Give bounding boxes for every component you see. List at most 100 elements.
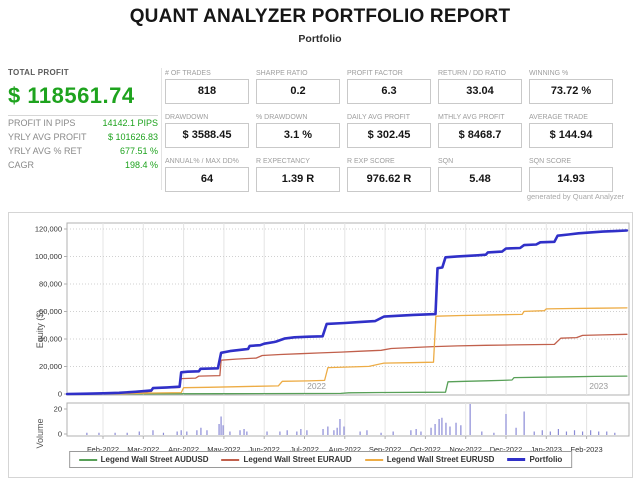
- volume-bar: [206, 430, 208, 435]
- volume-bar: [336, 427, 338, 435]
- volume-bar: [614, 432, 616, 435]
- stat-cell-annual-max-dd: ANNUAL% / MAX DD% 64: [165, 158, 249, 192]
- volume-bar: [438, 419, 440, 435]
- volume-bar: [380, 432, 382, 435]
- stat-value-box: $ 144.94: [529, 123, 613, 148]
- year-annotation: 2023: [589, 381, 608, 391]
- volume-bar: [180, 430, 182, 435]
- x-axis-label: May-2022: [207, 445, 240, 454]
- stat-label: RETURN / DD RATIO: [438, 70, 506, 77]
- stat-value-box: 3.1 %: [256, 123, 340, 148]
- legend-label: Portfolio: [529, 455, 563, 464]
- page-subtitle: Portfolio: [298, 33, 342, 45]
- stat-label: # OF TRADES: [165, 70, 211, 77]
- volume-bar: [366, 430, 368, 435]
- volume-bar: [196, 430, 198, 435]
- stat-label: ANNUAL% / MAX DD%: [165, 158, 239, 165]
- volume-bar: [533, 431, 535, 435]
- stat-value-box: 818: [165, 79, 249, 104]
- x-axis-label: Oct-2022: [410, 445, 441, 454]
- volume-bar: [460, 425, 462, 435]
- stat-label: SQN: [438, 158, 454, 165]
- volume-bar: [176, 431, 178, 435]
- y-axis-label: 60,000: [39, 307, 62, 316]
- volume-bar: [114, 432, 116, 435]
- volume-bar: [549, 431, 551, 435]
- legend-line-swatch: [364, 458, 383, 461]
- stat-cell-of-trades: # OF TRADES 818: [165, 70, 249, 104]
- chart-legend: Legend Wall Street AUDUSD Legend Wall Str…: [68, 451, 573, 468]
- stat-label: SHARPE RATIO: [256, 70, 308, 77]
- stat-label: AVERAGE TRADE: [529, 114, 588, 121]
- summary-row-yrly-avg-ret: YRLY AVG % RET 677.51 %: [8, 144, 158, 158]
- volume-bar: [410, 430, 412, 435]
- volume-bar: [481, 431, 483, 435]
- x-axis-label: Feb-2023: [571, 445, 603, 454]
- stat-cell-return-dd-ratio: RETURN / DD RATIO 33.04: [438, 70, 522, 104]
- volume-bar: [573, 430, 576, 435]
- stat-value-box: 14.93: [529, 167, 613, 192]
- volume-bar: [392, 431, 394, 435]
- stat-cell-mthly-avg-profit: MTHLY AVG PROFIT $ 8468.7: [438, 114, 522, 148]
- total-profit-label: TOTAL PROFIT: [8, 68, 69, 77]
- summary-row-cagr: CAGR 198.4 %: [8, 158, 158, 172]
- y-axis-label: 40,000: [39, 335, 62, 344]
- volume-bar: [220, 416, 222, 435]
- stat-cell-drawdown: % DRAWDOWN 3.1 %: [256, 114, 340, 148]
- volume-bar: [343, 426, 345, 435]
- volume-bar: [565, 431, 568, 435]
- summary-row-value: $ 101626.83: [107, 132, 158, 142]
- x-axis-label: Jun-2022: [249, 445, 280, 454]
- summary-row-yrly-avg-profit: YRLY AVG PROFIT $ 101626.83: [8, 130, 158, 144]
- volume-bar: [229, 431, 231, 435]
- volume-bar: [557, 429, 559, 435]
- volume-bar: [359, 431, 361, 435]
- total-profit-panel: TOTAL PROFIT $ 118561.74 PROFIT IN PIPS 1…: [8, 68, 158, 172]
- summary-rows: PROFIT IN PIPS 14142.1 PIPS YRLY AVG PROFI…: [8, 116, 158, 172]
- summary-row-profit-in-pips: PROFIT IN PIPS 14142.1 PIPS: [8, 116, 158, 130]
- volume-bar: [162, 432, 165, 435]
- volume-bar: [598, 431, 600, 435]
- summary-row-label: YRLY AVG PROFIT: [8, 132, 87, 142]
- volume-bar: [239, 430, 241, 435]
- volume-bar: [415, 429, 417, 435]
- volume-bar: [581, 431, 584, 435]
- volume-bar: [455, 422, 457, 435]
- stat-label: MTHLY AVG PROFIT: [438, 114, 505, 121]
- summary-row-value: 198.4 %: [124, 160, 158, 170]
- legend-label: Legend Wall Street EURUSD: [386, 455, 495, 464]
- stat-value-box: 6.3: [347, 79, 431, 104]
- volume-bar: [218, 424, 220, 435]
- volume-bar: [515, 427, 517, 435]
- stat-cell-sqn-score: SQN SCORE 14.93: [529, 158, 613, 192]
- page-title: QUANT ANALYZER PORTFOLIO REPORT: [129, 6, 511, 27]
- volume-bar: [339, 419, 341, 435]
- stat-value-box: $ 3588.45: [165, 123, 249, 148]
- x-axis-label: Jan-2023: [531, 445, 562, 454]
- volume-bar: [138, 431, 140, 435]
- series-line-legend-wall-street-eurusd: [66, 307, 628, 395]
- stat-value-box: 33.04: [438, 79, 522, 104]
- volume-bar: [186, 431, 188, 435]
- legend-item-portfolio: Portfolio: [507, 455, 562, 464]
- summary-row-value: 14142.1 PIPS: [102, 118, 158, 128]
- stat-value-box: 73.72 %: [529, 79, 613, 104]
- stat-cell-sharpe-ratio: SHARPE RATIO 0.2: [256, 70, 340, 104]
- volume-bar: [327, 426, 329, 435]
- stat-label: % DRAWDOWN: [256, 114, 308, 121]
- volume-bar: [445, 422, 447, 435]
- volume-bar: [493, 432, 495, 435]
- volume-bar: [469, 404, 471, 435]
- equity-chart-panel: Feb-2022 Mar-2022 Apr-2022 May-2022 Jun-2022…: [8, 212, 633, 478]
- stat-value-box: 0.2: [256, 79, 340, 104]
- stat-label: DAILY AVG PROFIT: [347, 114, 411, 121]
- stat-label: R EXPECTANCY: [256, 158, 310, 165]
- stat-cell-profit-factor: PROFIT FACTOR 6.3: [347, 70, 431, 104]
- legend-item-legend-wall-street-audusd: Legend Wall Street AUDUSD: [78, 455, 209, 464]
- stat-value-box: $ 8468.7: [438, 123, 522, 148]
- volume-bar: [246, 431, 248, 435]
- volume-bar: [505, 414, 507, 435]
- x-axis-label: Apr-2022: [168, 445, 199, 454]
- stat-value-box: 976.62 R: [347, 167, 431, 192]
